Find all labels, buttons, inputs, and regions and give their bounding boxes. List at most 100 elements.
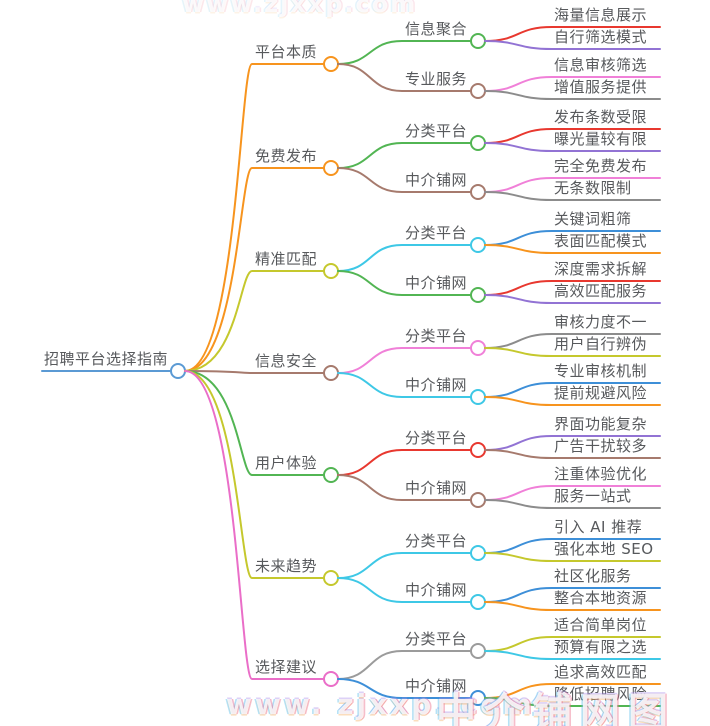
mindmap-leaf-node[interactable]: 高效匹配服务 — [554, 282, 648, 300]
node-toggle-icon[interactable] — [470, 442, 486, 458]
node-toggle-icon[interactable] — [470, 33, 486, 49]
subbranch-line — [337, 142, 472, 169]
leaf-line — [484, 552, 661, 562]
mindmap-branch-node[interactable]: 未来趋势 — [254, 557, 317, 575]
mindmap-leaf-node[interactable]: 发布条数受限 — [554, 108, 648, 126]
node-toggle-icon[interactable] — [323, 570, 339, 586]
node-toggle-icon[interactable] — [470, 184, 486, 200]
node-toggle-icon[interactable] — [323, 671, 339, 687]
mindmap-leaf-node[interactable]: 追求高效匹配 — [554, 663, 648, 681]
node-toggle-icon[interactable] — [323, 160, 339, 176]
mindmap-leaf-node[interactable]: 表面匹配模式 — [554, 232, 648, 250]
mindmap-branch-node[interactable]: 信息安全 — [254, 352, 317, 370]
node-toggle-icon[interactable] — [470, 545, 486, 561]
mindmap-leaf-node[interactable]: 自行筛选模式 — [554, 28, 648, 46]
mindmap-leaf-node[interactable]: 服务一站式 — [554, 487, 632, 505]
node-toggle-icon[interactable] — [470, 287, 486, 303]
mindmap-subnode[interactable]: 分类平台 — [404, 429, 467, 447]
mindmap-leaf-node[interactable]: 提前规避风险 — [554, 384, 648, 402]
mindmap-leaf-node[interactable]: 深度需求拆解 — [554, 260, 648, 278]
leaf-line — [484, 347, 661, 357]
mindmap-subnode[interactable]: 中介铺网 — [404, 677, 467, 695]
mindmap-subnode[interactable]: 分类平台 — [404, 630, 467, 648]
mindmap-leaf-node[interactable]: 预算有限之选 — [554, 638, 648, 656]
branch-line — [184, 63, 325, 372]
mindmap-leaf-node[interactable]: 海量信息展示 — [554, 6, 648, 24]
leaf-line — [484, 697, 661, 707]
mindmap-subnode[interactable]: 分类平台 — [404, 327, 467, 345]
leaf-line — [484, 40, 661, 50]
mindmap-subnode[interactable]: 分类平台 — [404, 532, 467, 550]
mindmap-leaf-node[interactable]: 整合本地资源 — [554, 589, 648, 607]
mindmap-leaf-node[interactable]: 信息审核筛选 — [554, 56, 648, 74]
branch-line — [184, 370, 325, 374]
node-toggle-icon[interactable] — [323, 365, 339, 381]
subbranch-line — [337, 40, 472, 65]
mindmap-leaf-node[interactable]: 强化本地 SEO — [554, 540, 654, 558]
subbranch-line — [337, 270, 472, 296]
node-toggle-icon[interactable] — [470, 643, 486, 659]
mindmap-leaf-node[interactable]: 注重体验优化 — [554, 465, 648, 483]
mindmap-subnode[interactable]: 中介铺网 — [404, 581, 467, 599]
mindmap-leaf-node[interactable]: 增值服务提供 — [554, 78, 648, 96]
subbranch-line — [337, 577, 472, 603]
mindmap-subnode[interactable]: 中介铺网 — [404, 171, 467, 189]
mindmap-subnode[interactable]: 中介铺网 — [404, 274, 467, 292]
leaf-line — [484, 90, 661, 100]
mindmap-subnode[interactable]: 分类平台 — [404, 224, 467, 242]
mindmap-leaf-node[interactable]: 用户自行辨伪 — [554, 335, 648, 353]
mindmap-branch-node[interactable]: 精准匹配 — [254, 250, 317, 268]
subbranch-line — [337, 347, 472, 374]
node-toggle-icon[interactable] — [470, 135, 486, 151]
mindmap-leaf-node[interactable]: 完全免费发布 — [554, 157, 648, 175]
mindmap-leaf-node[interactable]: 降低招聘风险 — [554, 685, 648, 703]
subbranch-line — [337, 650, 472, 680]
leaf-line — [484, 650, 661, 660]
mindmap-leaf-node[interactable]: 无条数限制 — [554, 179, 632, 197]
node-toggle-icon[interactable] — [470, 340, 486, 356]
mindmap-leaf-node[interactable]: 审核力度不一 — [554, 313, 648, 331]
node-toggle-icon[interactable] — [470, 492, 486, 508]
node-toggle-icon[interactable] — [470, 237, 486, 253]
node-toggle-icon[interactable] — [323, 263, 339, 279]
node-toggle-icon[interactable] — [470, 690, 486, 706]
mindmap-leaf-node[interactable]: 引入 AI 推荐 — [554, 518, 643, 536]
mindmap-subnode[interactable]: 中介铺网 — [404, 479, 467, 497]
subbranch-line — [337, 449, 472, 476]
node-toggle-icon[interactable] — [470, 83, 486, 99]
branch-line — [184, 270, 325, 372]
mindmap-leaf-node[interactable]: 曝光量较有限 — [554, 130, 648, 148]
mindmap-leaf-node[interactable]: 广告干扰较多 — [554, 437, 648, 455]
subbranch-line — [337, 167, 472, 193]
mindmap-root-node[interactable]: 招聘平台选择指南 — [43, 350, 168, 368]
mindmap-branch-node[interactable]: 用户体验 — [254, 454, 317, 472]
leaf-line — [484, 449, 661, 459]
mindmap-subnode[interactable]: 分类平台 — [404, 122, 467, 140]
mindmap-subnode[interactable]: 专业服务 — [404, 70, 467, 88]
leaf-line — [484, 244, 661, 254]
mindmap-leaf-node[interactable]: 界面功能复杂 — [554, 415, 648, 433]
mindmap-leaf-node[interactable]: 关键词粗筛 — [554, 210, 632, 228]
leaf-line — [484, 142, 661, 152]
mindmap-leaf-node[interactable]: 适合简单岗位 — [554, 616, 648, 634]
node-toggle-icon[interactable] — [323, 56, 339, 72]
branch-line — [184, 167, 325, 372]
mindmap-branch-node[interactable]: 选择建议 — [254, 658, 317, 676]
node-toggle-icon[interactable] — [470, 594, 486, 610]
mindmap-leaf-node[interactable]: 社区化服务 — [554, 567, 632, 585]
subbranch-line — [337, 372, 472, 398]
mindmap-branch-node[interactable]: 免费发布 — [254, 147, 317, 165]
mindmap-branch-node[interactable]: 平台本质 — [254, 43, 317, 61]
mindmap-subnode[interactable]: 中介铺网 — [404, 376, 467, 394]
leaf-line — [484, 191, 661, 201]
branch-line — [184, 370, 325, 579]
node-toggle-icon[interactable] — [323, 467, 339, 483]
node-toggle-icon[interactable] — [470, 389, 486, 405]
mindmap-subnode[interactable]: 信息聚合 — [404, 20, 467, 38]
branch-line — [184, 370, 325, 476]
mindmap-leaf-node[interactable]: 专业审核机制 — [554, 362, 648, 380]
leaf-line — [484, 294, 661, 304]
leaf-line — [484, 499, 661, 509]
